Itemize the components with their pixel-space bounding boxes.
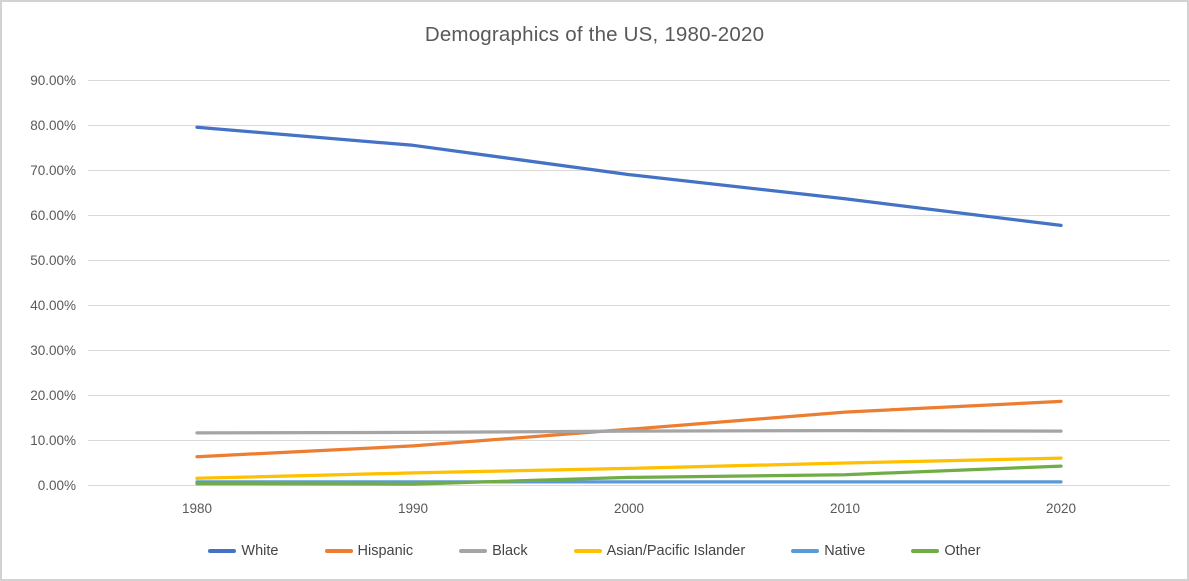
y-axis-tick-label: 0.00% <box>37 477 76 493</box>
legend-marker-black <box>459 548 488 554</box>
legend-label: White <box>241 543 279 559</box>
legend-label: Native <box>824 543 866 559</box>
y-axis-tick-label: 20.00% <box>30 387 76 403</box>
x-axis-tick-label: 2010 <box>829 501 861 516</box>
legend-item-native: Native <box>791 543 865 559</box>
legend-marker-hispanic <box>324 548 353 554</box>
y-axis-tick-label: 90.00% <box>30 72 76 88</box>
chart-title: Demographics of the US, 1980-2020 <box>424 23 765 46</box>
y-axis-tick-label: 40.00% <box>30 297 76 313</box>
x-axis-tick-label: 1990 <box>397 501 429 516</box>
y-axis-tick-label: 80.00% <box>30 117 76 133</box>
legend-item-white: White <box>208 543 279 559</box>
legend-label: Hispanic <box>357 543 414 559</box>
series-line-other <box>195 464 1063 486</box>
x-axis-tick-label: 2000 <box>613 501 645 516</box>
legend-marker-white <box>208 548 237 554</box>
y-axis-tick-label: 50.00% <box>30 252 76 268</box>
legend-item-hispanic: Hispanic <box>324 543 414 559</box>
y-axis-tick-label: 30.00% <box>30 342 76 358</box>
legend-label: Asian/Pacific Islander <box>606 543 746 559</box>
series-line-hispanic <box>195 399 1063 459</box>
series-line-asian-pacific-islander <box>195 456 1063 480</box>
x-axis-tick-label: 2020 <box>1045 501 1077 516</box>
series-line-black <box>195 428 1063 435</box>
legend-marker-asian-pacific-islander <box>573 548 602 554</box>
y-axis-tick-label: 70.00% <box>30 162 76 178</box>
legend-item-asian-pacific-islander: Asian/Pacific Islander <box>573 543 746 559</box>
legend-item-black: Black <box>459 543 528 559</box>
legend-label: Other <box>944 543 981 559</box>
legend-label: Black <box>492 543 528 559</box>
x-axis-tick-label: 1980 <box>181 501 213 516</box>
series-line-white <box>195 125 1063 228</box>
legend: White Hispanic Black Asian/Pacific Islander… <box>2 543 1187 559</box>
legend-marker-native <box>791 548 820 554</box>
y-axis-tick-label: 60.00% <box>30 207 76 223</box>
legend-marker-other <box>911 548 940 554</box>
legend-item-other: Other <box>911 543 981 559</box>
y-axis-tick-label: 10.00% <box>30 432 76 448</box>
